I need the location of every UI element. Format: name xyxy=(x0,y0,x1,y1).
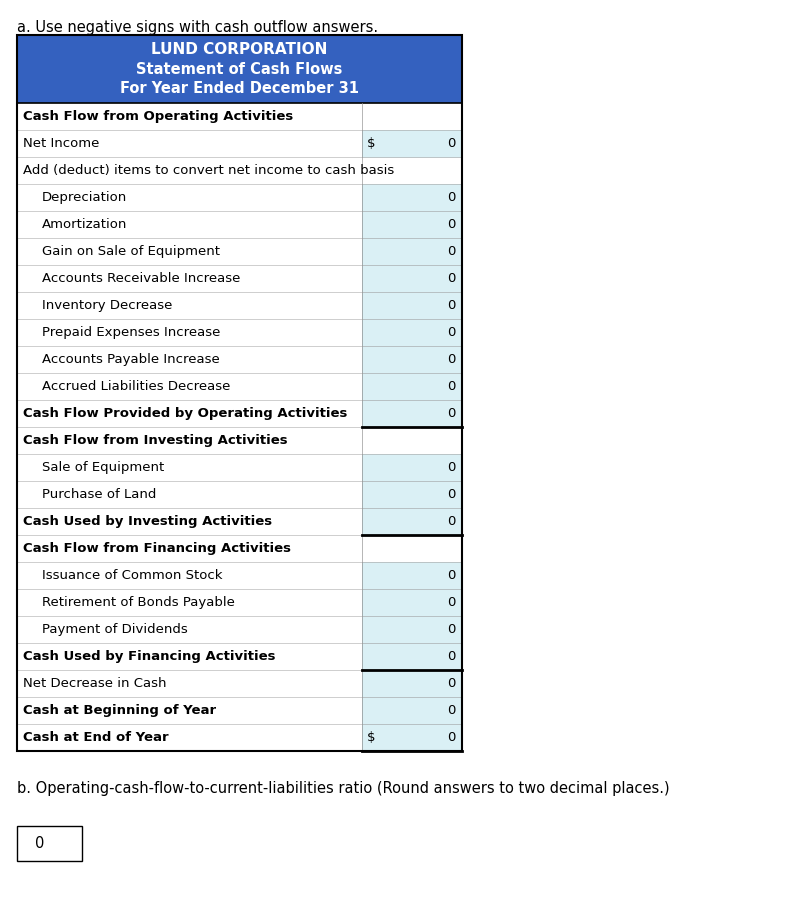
Bar xyxy=(362,184,462,211)
Bar xyxy=(362,373,462,400)
Text: Cash Flow from Operating Activities: Cash Flow from Operating Activities xyxy=(23,110,294,123)
Bar xyxy=(362,184,462,211)
Text: Cash Flow Provided by Operating Activities: Cash Flow Provided by Operating Activiti… xyxy=(23,407,347,420)
Text: Cash Used by Investing Activities: Cash Used by Investing Activities xyxy=(23,515,272,528)
Bar xyxy=(362,373,462,400)
Bar xyxy=(362,319,462,346)
Bar xyxy=(362,724,462,751)
Bar xyxy=(362,643,462,670)
Text: 0: 0 xyxy=(448,380,456,393)
Text: Payment of Dividends: Payment of Dividends xyxy=(42,623,188,636)
Text: Statement of Cash Flows: Statement of Cash Flows xyxy=(136,61,343,76)
Bar xyxy=(362,265,462,292)
Bar xyxy=(362,616,462,643)
Bar xyxy=(362,616,462,643)
Text: Cash at Beginning of Year: Cash at Beginning of Year xyxy=(23,704,216,717)
Text: Issuance of Common Stock: Issuance of Common Stock xyxy=(42,569,222,582)
Bar xyxy=(362,697,462,724)
Bar xyxy=(362,670,462,697)
Text: 0: 0 xyxy=(35,836,45,851)
Bar xyxy=(362,670,462,697)
Text: Retirement of Bonds Payable: Retirement of Bonds Payable xyxy=(42,596,235,609)
Text: 0: 0 xyxy=(448,677,456,690)
Text: 0: 0 xyxy=(448,515,456,528)
Text: 0: 0 xyxy=(448,218,456,231)
Text: Accrued Liabilities Decrease: Accrued Liabilities Decrease xyxy=(42,380,230,393)
Bar xyxy=(362,589,462,616)
Text: 0: 0 xyxy=(448,650,456,663)
Text: LUND CORPORATION: LUND CORPORATION xyxy=(152,42,328,58)
Text: Cash at End of Year: Cash at End of Year xyxy=(23,731,169,744)
Bar xyxy=(362,697,462,724)
Bar xyxy=(17,35,462,103)
Bar xyxy=(17,103,462,751)
Text: Prepaid Expenses Increase: Prepaid Expenses Increase xyxy=(42,326,221,339)
Text: 0: 0 xyxy=(448,272,456,285)
Bar xyxy=(362,346,462,373)
Bar xyxy=(362,562,462,589)
Text: Accounts Payable Increase: Accounts Payable Increase xyxy=(42,353,220,366)
Text: 0: 0 xyxy=(448,137,456,150)
Bar xyxy=(362,508,462,535)
Text: Gain on Sale of Equipment: Gain on Sale of Equipment xyxy=(42,245,220,258)
Text: Cash Used by Financing Activities: Cash Used by Financing Activities xyxy=(23,650,276,663)
Text: 0: 0 xyxy=(448,245,456,258)
Text: Sale of Equipment: Sale of Equipment xyxy=(42,461,165,474)
Text: a. Use negative signs with cash outflow answers.: a. Use negative signs with cash outflow … xyxy=(17,20,378,35)
Bar xyxy=(362,724,462,751)
Text: b. Operating-cash-flow-to-current-liabilities ratio (Round answers to two decima: b. Operating-cash-flow-to-current-liabil… xyxy=(17,781,670,796)
Text: Cash Flow from Financing Activities: Cash Flow from Financing Activities xyxy=(23,542,291,555)
Text: 0: 0 xyxy=(448,407,456,420)
Bar xyxy=(362,589,462,616)
Text: 0: 0 xyxy=(448,353,456,366)
Text: Net Income: Net Income xyxy=(23,137,100,150)
Text: Depreciation: Depreciation xyxy=(42,191,127,204)
Text: 0: 0 xyxy=(448,191,456,204)
Bar xyxy=(362,265,462,292)
Bar xyxy=(362,643,462,670)
Bar xyxy=(362,211,462,238)
Text: 0: 0 xyxy=(448,488,456,501)
Text: Amortization: Amortization xyxy=(42,218,127,231)
Bar xyxy=(362,508,462,535)
Text: Purchase of Land: Purchase of Land xyxy=(42,488,157,501)
Bar xyxy=(362,454,462,481)
Bar xyxy=(362,319,462,346)
Bar xyxy=(362,130,462,157)
Text: Net Decrease in Cash: Net Decrease in Cash xyxy=(23,677,166,690)
Text: 0: 0 xyxy=(448,299,456,312)
Bar xyxy=(17,35,462,751)
Text: 0: 0 xyxy=(448,704,456,717)
Text: Inventory Decrease: Inventory Decrease xyxy=(42,299,173,312)
Text: 0: 0 xyxy=(448,623,456,636)
Text: 0: 0 xyxy=(448,569,456,582)
Bar xyxy=(362,400,462,427)
Bar xyxy=(362,130,462,157)
Bar xyxy=(362,454,462,481)
Text: $: $ xyxy=(367,731,375,744)
Bar xyxy=(362,400,462,427)
Text: 0: 0 xyxy=(448,731,456,744)
Bar xyxy=(362,211,462,238)
Text: Add (deduct) items to convert net income to cash basis: Add (deduct) items to convert net income… xyxy=(23,164,394,177)
Text: 0: 0 xyxy=(448,326,456,339)
Text: $: $ xyxy=(367,137,375,150)
Text: For Year Ended December 31: For Year Ended December 31 xyxy=(120,81,359,95)
Bar xyxy=(17,826,82,861)
Bar xyxy=(362,481,462,508)
Bar xyxy=(362,481,462,508)
Text: 0: 0 xyxy=(448,596,456,609)
Bar xyxy=(362,238,462,265)
Text: Accounts Receivable Increase: Accounts Receivable Increase xyxy=(42,272,240,285)
Bar xyxy=(362,562,462,589)
Bar xyxy=(362,238,462,265)
Bar xyxy=(362,292,462,319)
Text: Cash Flow from Investing Activities: Cash Flow from Investing Activities xyxy=(23,434,288,447)
Bar xyxy=(362,346,462,373)
Bar xyxy=(362,292,462,319)
Text: 0: 0 xyxy=(448,461,456,474)
